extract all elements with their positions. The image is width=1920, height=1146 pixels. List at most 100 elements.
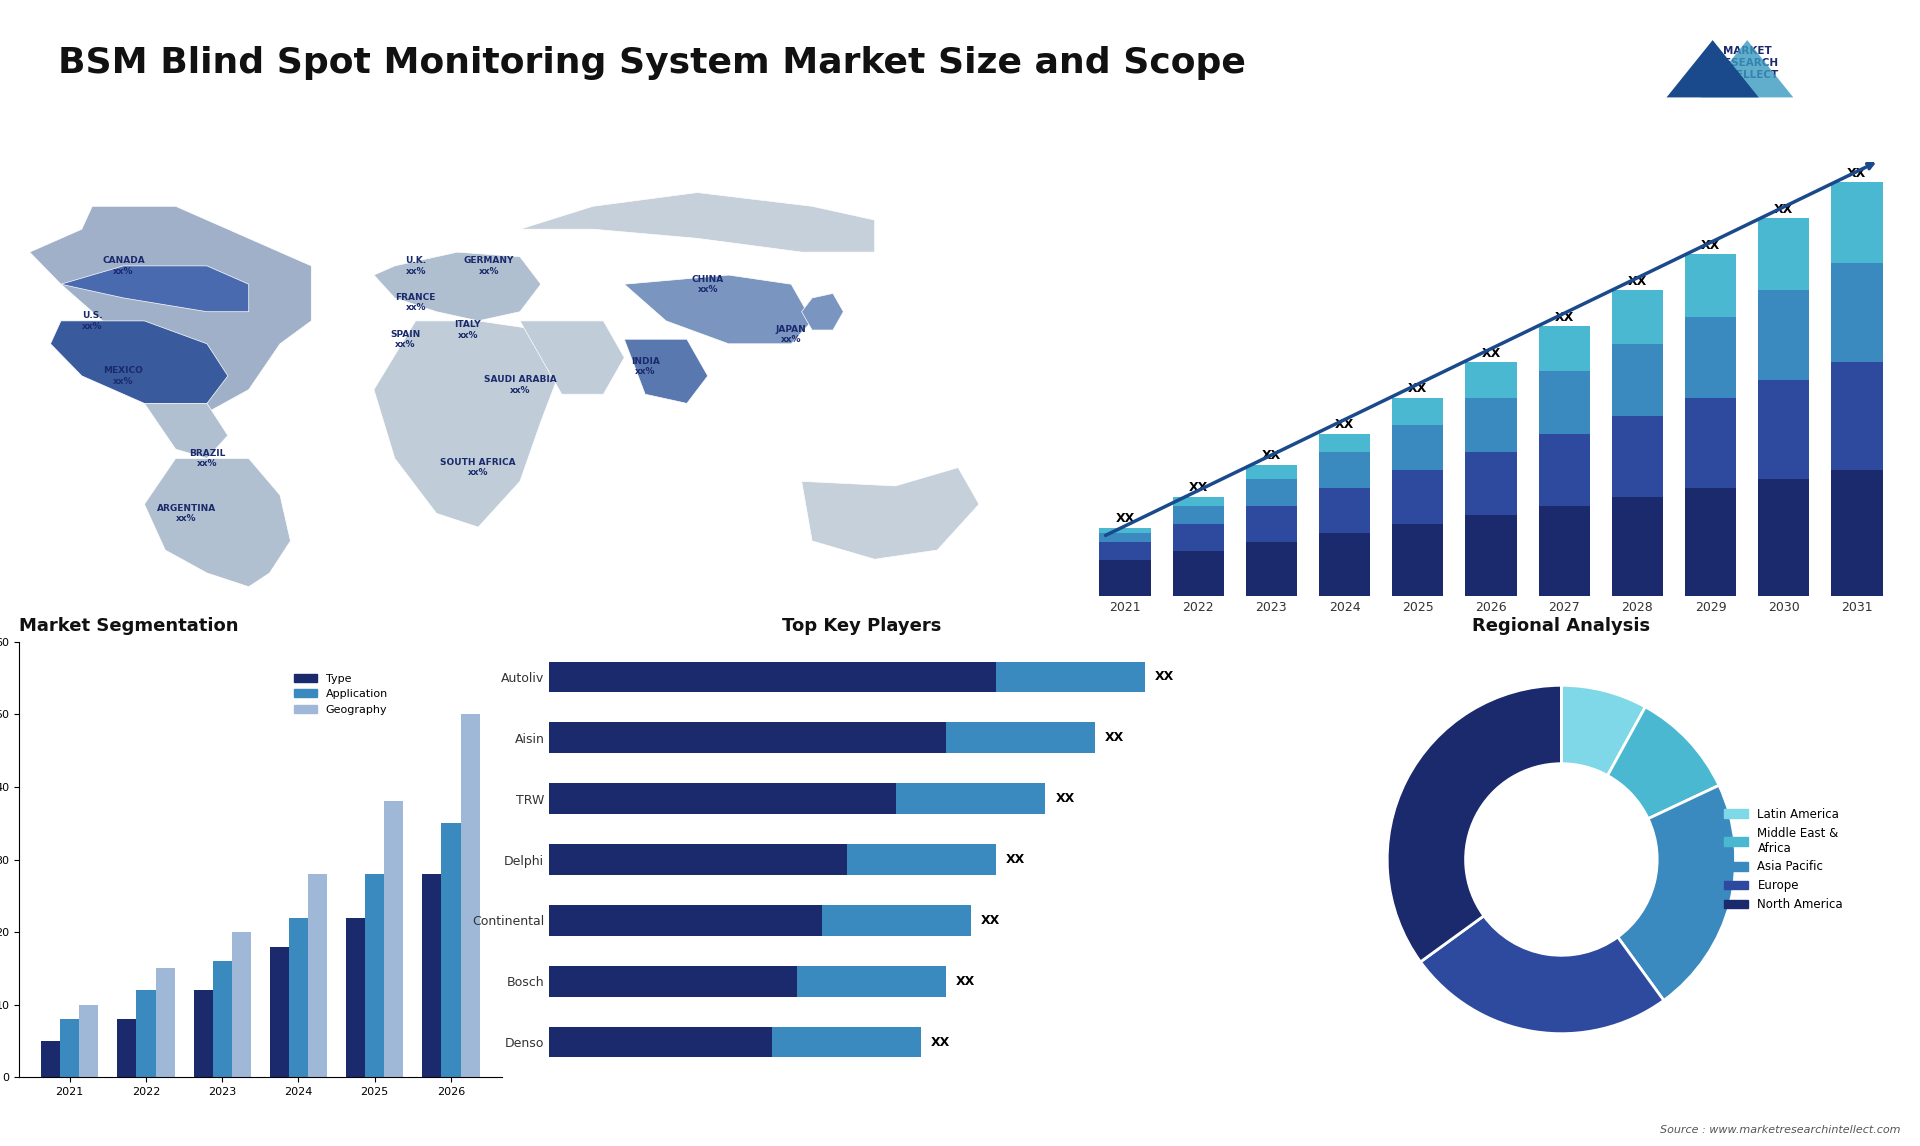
Bar: [549, 966, 797, 997]
Bar: [1100, 533, 1150, 542]
Bar: [365, 874, 384, 1077]
Bar: [1392, 425, 1444, 470]
Bar: [549, 905, 822, 935]
Bar: [1538, 507, 1590, 596]
Bar: [1686, 488, 1736, 596]
Text: XX: XX: [1334, 418, 1354, 431]
Bar: [288, 918, 307, 1077]
Text: GERMANY
xx%: GERMANY xx%: [463, 257, 515, 275]
Bar: [1759, 290, 1809, 380]
Bar: [1465, 362, 1517, 398]
Bar: [1832, 264, 1882, 362]
Text: U.S.
xx%: U.S. xx%: [83, 312, 102, 330]
Bar: [1465, 453, 1517, 515]
Bar: [307, 874, 326, 1077]
Bar: [549, 1027, 772, 1058]
Text: SAUDI ARABIA
xx%: SAUDI ARABIA xx%: [484, 376, 557, 394]
Bar: [549, 722, 947, 753]
Bar: [1611, 416, 1663, 497]
Bar: [1538, 434, 1590, 507]
Bar: [1100, 527, 1150, 533]
Polygon shape: [29, 206, 311, 413]
Bar: [549, 845, 847, 874]
Bar: [384, 801, 403, 1077]
Text: SOUTH AFRICA
xx%: SOUTH AFRICA xx%: [440, 458, 516, 477]
Polygon shape: [520, 321, 624, 394]
Bar: [1759, 380, 1809, 479]
Text: SPAIN
xx%: SPAIN xx%: [390, 330, 420, 348]
Bar: [996, 661, 1144, 692]
Bar: [117, 1019, 136, 1077]
Text: FRANCE
xx%: FRANCE xx%: [396, 293, 436, 312]
Bar: [1686, 254, 1736, 317]
Bar: [156, 968, 175, 1077]
Bar: [1100, 542, 1150, 560]
Bar: [1173, 551, 1223, 596]
Bar: [1538, 371, 1590, 434]
Text: ARGENTINA
xx%: ARGENTINA xx%: [157, 504, 215, 523]
Bar: [271, 947, 288, 1077]
Bar: [1319, 434, 1371, 453]
Text: ITALY
xx%: ITALY xx%: [455, 321, 482, 339]
Text: BRAZIL
xx%: BRAZIL xx%: [188, 449, 225, 468]
Text: MEXICO
xx%: MEXICO xx%: [104, 367, 144, 385]
Bar: [847, 845, 996, 874]
Text: XX: XX: [1104, 731, 1123, 744]
Polygon shape: [144, 403, 228, 458]
Bar: [1392, 398, 1444, 425]
Bar: [1392, 524, 1444, 596]
Polygon shape: [624, 339, 708, 403]
Wedge shape: [1388, 685, 1561, 961]
Text: XX: XX: [1701, 238, 1720, 252]
Bar: [1100, 560, 1150, 596]
Text: JAPAN
xx%: JAPAN xx%: [776, 325, 806, 344]
Text: CHINA
xx%: CHINA xx%: [691, 275, 724, 293]
Bar: [1465, 515, 1517, 596]
Bar: [1246, 542, 1298, 596]
Text: XX: XX: [1628, 275, 1647, 288]
Bar: [1173, 507, 1223, 524]
Text: XX: XX: [1847, 167, 1866, 180]
Polygon shape: [624, 275, 812, 344]
Text: XX: XX: [1188, 481, 1208, 494]
Bar: [797, 966, 947, 997]
Bar: [549, 784, 897, 814]
Text: XX: XX: [981, 913, 1000, 927]
Bar: [442, 823, 461, 1077]
Polygon shape: [61, 266, 250, 312]
Bar: [1611, 344, 1663, 416]
Text: XX: XX: [1482, 346, 1501, 360]
Text: XX: XX: [1407, 383, 1427, 395]
Circle shape: [1465, 763, 1657, 956]
Wedge shape: [1421, 916, 1665, 1034]
Title: Regional Analysis: Regional Analysis: [1473, 617, 1651, 635]
Legend: Type, Application, Geography: Type, Application, Geography: [290, 669, 392, 719]
Bar: [136, 990, 156, 1077]
Text: XX: XX: [1774, 203, 1793, 215]
Bar: [346, 918, 365, 1077]
Polygon shape: [50, 321, 228, 403]
Bar: [772, 1027, 922, 1058]
Wedge shape: [1561, 685, 1645, 776]
Text: XX: XX: [1154, 670, 1173, 683]
Polygon shape: [144, 458, 290, 587]
Polygon shape: [803, 468, 979, 559]
Bar: [1246, 507, 1298, 542]
Text: XX: XX: [1056, 792, 1075, 806]
Bar: [1759, 479, 1809, 596]
Bar: [1465, 398, 1517, 453]
Legend: Latin America, Middle East &
Africa, Asia Pacific, Europe, North America: Latin America, Middle East & Africa, Asi…: [1720, 803, 1847, 916]
Wedge shape: [1607, 707, 1718, 818]
Bar: [1246, 464, 1298, 479]
Bar: [549, 661, 996, 692]
Bar: [822, 905, 972, 935]
Polygon shape: [1667, 40, 1759, 97]
Bar: [1319, 453, 1371, 488]
Bar: [1832, 362, 1882, 470]
Bar: [1538, 327, 1590, 371]
Text: XX: XX: [1555, 311, 1574, 323]
Text: XX: XX: [956, 975, 975, 988]
Bar: [213, 961, 232, 1077]
Bar: [1832, 470, 1882, 596]
Text: Market Segmentation: Market Segmentation: [19, 617, 238, 635]
